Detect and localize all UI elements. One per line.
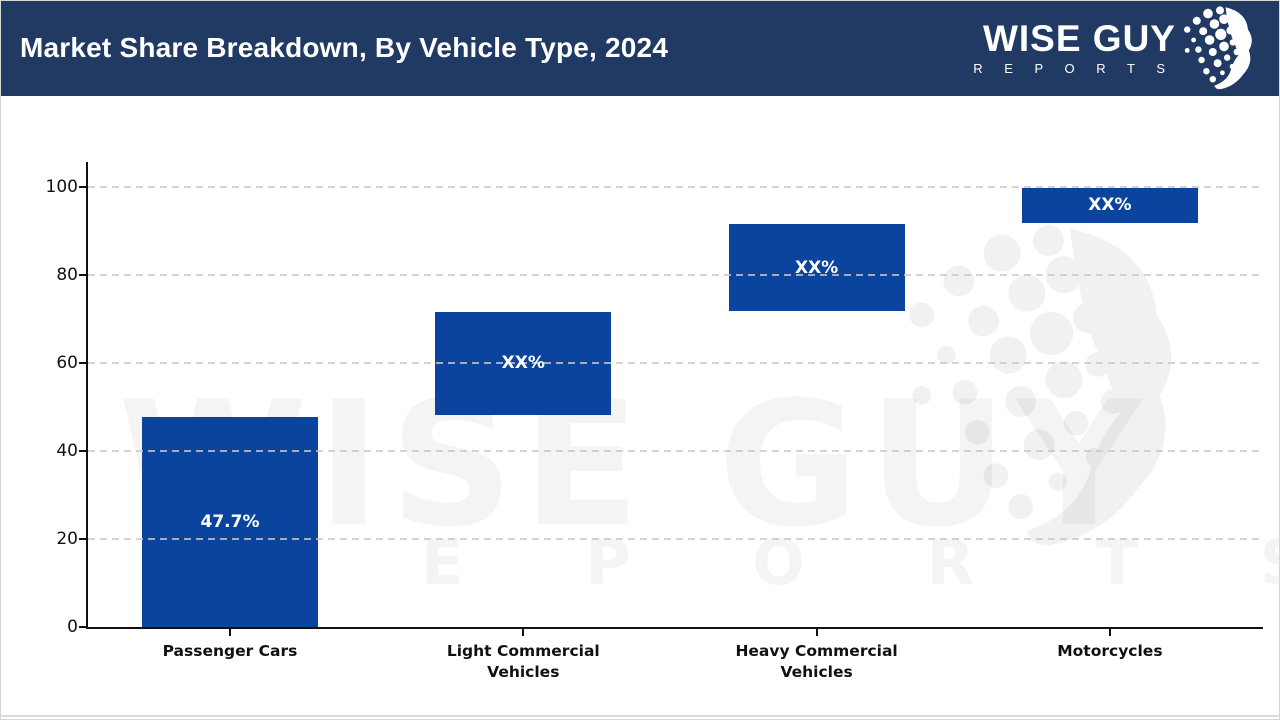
y-tick-20: [79, 538, 86, 540]
y-tick-label-60: 60: [56, 353, 78, 373]
x-tick-2: [815, 629, 818, 636]
bar-value-label: XX%: [1088, 195, 1132, 216]
chart-plot-area: WISE GUY R E P O R T S 02040608010047.7%…: [0, 96, 1280, 720]
logo-subtitle: R E P O R T S: [973, 61, 1174, 76]
x-tick-1: [522, 629, 525, 636]
y-tick-100: [79, 186, 86, 188]
gridline-20: [88, 538, 1262, 540]
gridline-80: [88, 274, 1262, 276]
x-axis-label-0: Passenger Cars: [162, 642, 298, 660]
gridline-40: [88, 450, 1262, 452]
bar-value-label: XX%: [501, 353, 545, 374]
logo-wordmark: WISE GUY: [982, 18, 1176, 59]
y-tick-60: [79, 362, 86, 364]
y-tick-80: [79, 274, 86, 276]
bar-passenger-cars: [142, 417, 318, 627]
x-axis-label-1: Light Commercial Vehicles: [446, 642, 600, 681]
bar-heavy-commercial-vehicles: [728, 223, 905, 312]
x-axis-label-3: Motorcycles: [1057, 642, 1163, 660]
x-tick-0: [229, 629, 231, 636]
y-axis-spine: [86, 162, 88, 629]
watermark-face-icon: [909, 225, 1172, 546]
y-tick-label-40: 40: [56, 441, 78, 461]
footer-divider: [0, 715, 1280, 717]
gridline-100: [88, 186, 1262, 188]
y-tick-label-0: 0: [67, 617, 78, 637]
y-tick-label-20: 20: [56, 529, 78, 549]
x-axis-label-2: Heavy Commercial Vehicles: [735, 642, 898, 681]
bar-value-label: XX%: [794, 257, 839, 278]
y-tick-label-80: 80: [56, 265, 78, 285]
x-tick-3: [1108, 629, 1111, 636]
y-tick-0: [79, 626, 86, 628]
bar-motorcycles: [1021, 187, 1198, 224]
wise-guy-reports-logo: WISE GUY R E P O R T S: [973, 4, 1262, 92]
header-banner: Market Share Breakdown, By Vehicle Type,…: [0, 0, 1280, 96]
bar-value-label: 47.7%: [200, 512, 260, 533]
gridline-60: [88, 362, 1262, 364]
y-tick-40: [79, 450, 86, 452]
x-axis-spine: [86, 627, 1263, 629]
page-title: Market Share Breakdown, By Vehicle Type,…: [20, 32, 669, 63]
dotted-face-icon: [1184, 6, 1252, 90]
y-tick-label-100: 100: [45, 177, 78, 197]
